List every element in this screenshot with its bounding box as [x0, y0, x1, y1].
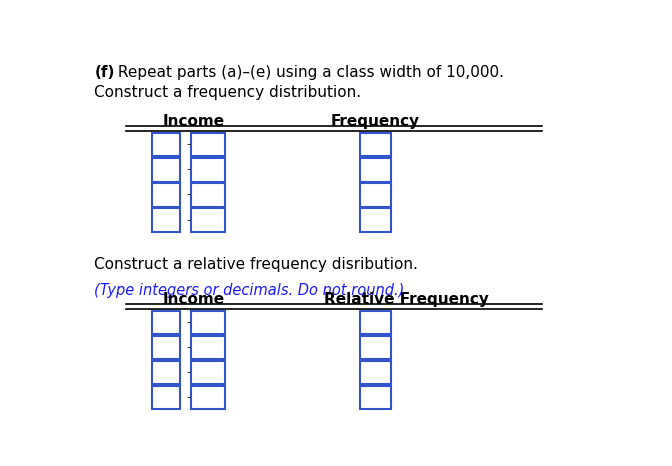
- Text: -: -: [186, 164, 190, 176]
- Bar: [360, 208, 391, 232]
- Text: Frequency: Frequency: [331, 115, 420, 130]
- Bar: [152, 311, 180, 334]
- Text: -: -: [186, 341, 190, 354]
- Bar: [152, 133, 180, 157]
- Text: -: -: [186, 213, 190, 226]
- Bar: [191, 311, 224, 334]
- Bar: [191, 183, 224, 206]
- Text: -: -: [186, 138, 190, 151]
- Bar: [191, 336, 224, 359]
- Text: Construct a relative frequency disribution.: Construct a relative frequency disributi…: [94, 257, 418, 272]
- Text: (f): (f): [94, 65, 115, 80]
- Text: -: -: [186, 391, 190, 404]
- Bar: [152, 183, 180, 206]
- Text: -: -: [186, 316, 190, 329]
- Text: Relative Frequency: Relative Frequency: [325, 292, 489, 307]
- Bar: [360, 133, 391, 157]
- Bar: [191, 208, 224, 232]
- Text: Income: Income: [163, 292, 224, 307]
- Text: Construct a frequency distribution.: Construct a frequency distribution.: [94, 85, 362, 100]
- Text: Repeat parts (a)–(e) using a class width of 10,000.: Repeat parts (a)–(e) using a class width…: [113, 65, 503, 80]
- Bar: [152, 158, 180, 181]
- Bar: [360, 336, 391, 359]
- Text: (Type integers or decimals. Do not round.): (Type integers or decimals. Do not round…: [94, 283, 405, 298]
- Bar: [360, 183, 391, 206]
- Text: Income: Income: [163, 115, 224, 130]
- Bar: [360, 386, 391, 409]
- Bar: [191, 386, 224, 409]
- Bar: [360, 158, 391, 181]
- Bar: [191, 361, 224, 384]
- Bar: [152, 361, 180, 384]
- Bar: [360, 361, 391, 384]
- Text: -: -: [186, 188, 190, 201]
- Bar: [152, 386, 180, 409]
- Bar: [191, 158, 224, 181]
- Bar: [191, 133, 224, 157]
- Bar: [360, 311, 391, 334]
- Bar: [152, 208, 180, 232]
- Text: -: -: [186, 366, 190, 379]
- Bar: [152, 336, 180, 359]
